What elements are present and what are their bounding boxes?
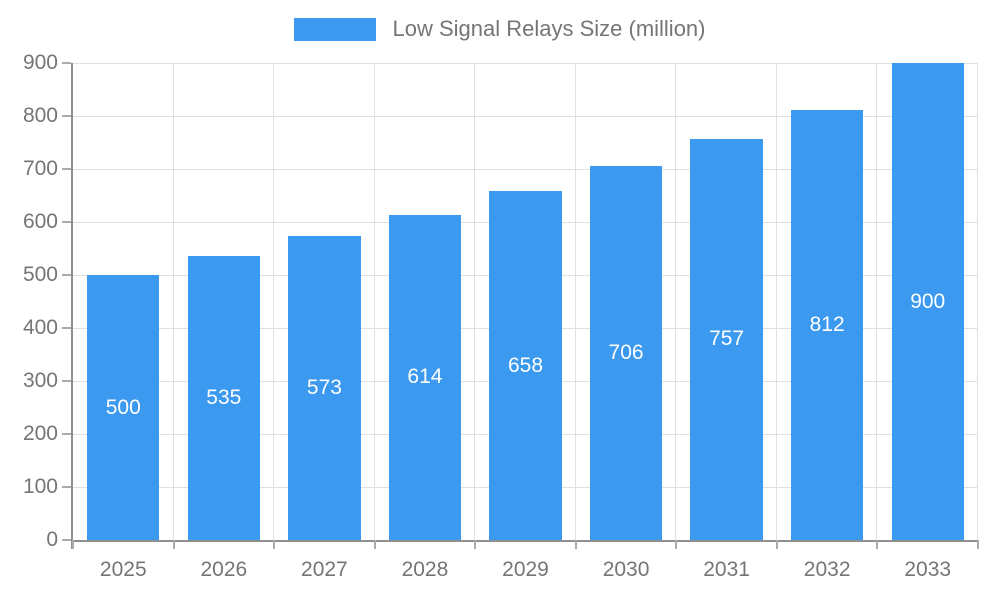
bar-2032[interactable]: 812 <box>790 109 864 540</box>
x-axis-tick <box>876 540 879 549</box>
y-axis-label: 100 <box>22 475 58 498</box>
gridline-horizontal <box>73 63 978 64</box>
x-axis-tick <box>172 540 175 549</box>
x-axis-tick <box>72 540 74 549</box>
x-axis-tick <box>373 540 376 549</box>
y-axis-label: 0 <box>46 528 58 551</box>
x-axis-label: 2031 <box>703 558 750 581</box>
gridline-vertical <box>977 63 978 540</box>
x-axis-label: 2025 <box>99 558 147 581</box>
y-axis-labels: 0 100 200 300 400 500 600 700 800 900 <box>0 51 58 551</box>
y-axis-tick <box>62 115 71 118</box>
bar-value-label: 812 <box>809 312 845 336</box>
bar-2028[interactable]: 614 <box>388 214 462 540</box>
gridline-vertical <box>876 63 878 540</box>
gridline-horizontal <box>73 116 978 118</box>
bar-value-label: 900 <box>910 289 946 313</box>
y-axis-tick <box>62 62 71 64</box>
bar-value-label: 658 <box>507 353 544 377</box>
gridline-vertical <box>574 63 576 540</box>
y-axis-tick <box>62 274 71 276</box>
bar-value-label: 706 <box>608 340 644 364</box>
bar-2027[interactable]: 573 <box>288 236 361 540</box>
x-axis-label: 2029 <box>502 558 549 581</box>
y-axis-label: 800 <box>22 104 58 127</box>
x-axis-tick <box>273 540 276 549</box>
x-axis-label: 2033 <box>904 558 952 581</box>
x-axis-tick <box>977 540 979 549</box>
x-axis-line <box>71 540 978 542</box>
bar-value-label: 614 <box>407 365 443 389</box>
bar-2033[interactable]: 900 <box>891 63 964 540</box>
x-axis-tick <box>675 540 678 549</box>
x-axis-labels: 2025 2026 2027 2028 2029 2030 2031 2032 2033 <box>73 552 978 588</box>
bar-value-label: 500 <box>105 395 141 419</box>
bar-2029[interactable]: 658 <box>489 191 562 540</box>
y-axis-label: 300 <box>22 368 58 392</box>
y-axis-label: 700 <box>22 157 58 180</box>
bar-value-label: 757 <box>709 327 745 351</box>
x-axis-tick <box>775 540 778 549</box>
plot-area: 500 535 573 614 658 706 757 812 900 <box>62 62 979 549</box>
x-axis-label: 2030 <box>602 558 650 581</box>
bar-value-label: 535 <box>206 386 242 410</box>
legend-label: Low Signal Relays Size (million) <box>392 16 706 41</box>
y-axis-tick <box>62 486 71 489</box>
y-axis-tick <box>62 221 71 224</box>
y-axis-label: 500 <box>22 263 58 286</box>
y-axis-label: 600 <box>22 209 58 233</box>
gridline-vertical <box>775 63 777 540</box>
x-axis-label: 2026 <box>200 558 248 581</box>
y-axis-label: 900 <box>22 51 58 74</box>
y-axis-label: 400 <box>22 316 58 339</box>
bar-2025[interactable]: 500 <box>87 275 160 540</box>
bar-value-label: 573 <box>306 376 342 400</box>
legend-swatch-icon <box>294 17 377 41</box>
x-axis-label: 2032 <box>803 558 851 581</box>
bar-2030[interactable]: 706 <box>589 165 663 540</box>
y-axis-tick <box>62 433 71 436</box>
bar-2026[interactable]: 535 <box>187 256 261 540</box>
x-axis-tick <box>474 540 477 549</box>
x-axis-tick <box>574 540 577 549</box>
gridline-vertical <box>172 63 174 540</box>
y-axis-tick <box>62 327 71 330</box>
gridline-vertical <box>273 63 275 540</box>
x-axis-label: 2027 <box>301 558 348 581</box>
bar-2031[interactable]: 757 <box>690 138 763 540</box>
x-axis-label: 2028 <box>401 558 449 581</box>
gridline-vertical <box>373 63 375 540</box>
gridline-vertical <box>474 63 476 540</box>
y-axis-label: 200 <box>22 422 58 445</box>
gridline-horizontal <box>73 169 978 170</box>
y-axis-tick <box>62 539 71 541</box>
y-axis-tick <box>62 380 71 383</box>
chart-legend[interactable]: Low Signal Relays Size (million) <box>0 16 1000 42</box>
y-axis-tick <box>62 168 71 170</box>
gridline-vertical <box>675 63 677 540</box>
y-axis-line <box>71 63 73 549</box>
